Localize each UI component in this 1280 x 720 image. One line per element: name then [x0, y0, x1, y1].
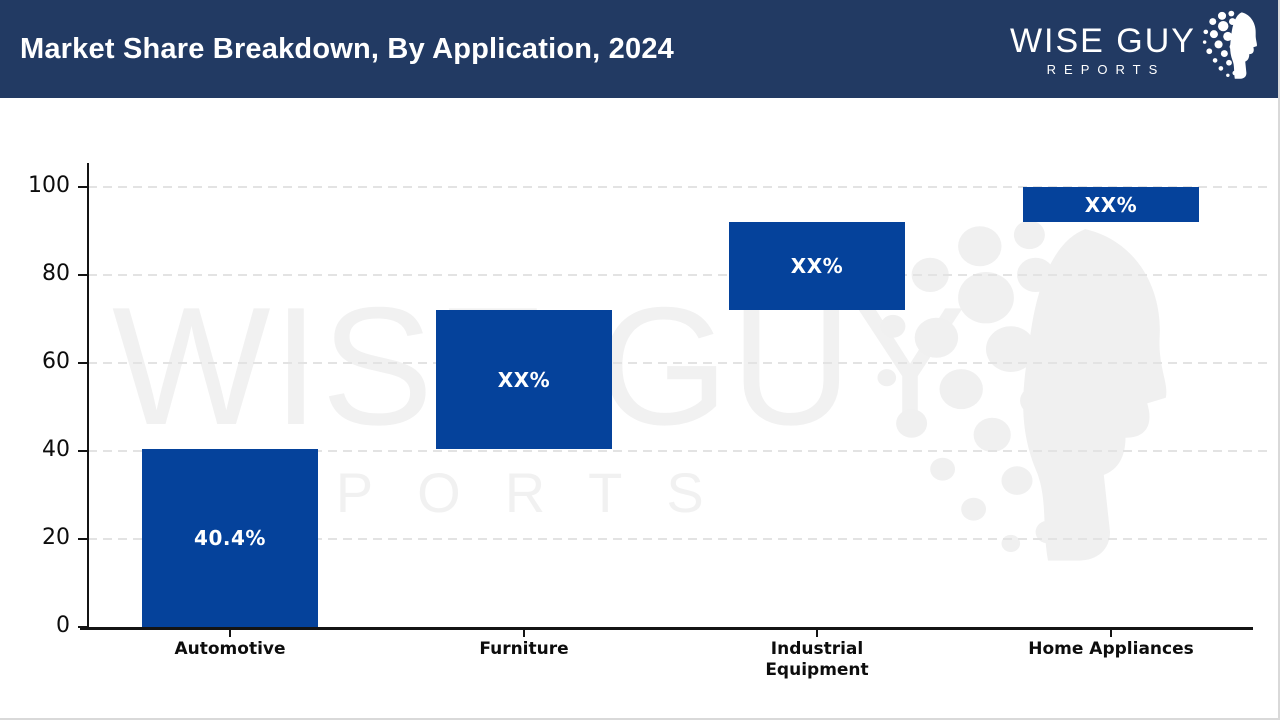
bar-automotive: 40.4% — [142, 449, 318, 627]
header-bar: Market Share Breakdown, By Application, … — [0, 0, 1278, 98]
y-axis-line — [87, 163, 89, 629]
brand-subtitle: REPORTS — [1046, 61, 1166, 77]
page-title: Market Share Breakdown, By Application, … — [20, 32, 674, 65]
y-tick-label: 40 — [42, 437, 70, 462]
x-tick-mark — [1110, 630, 1112, 637]
gridline — [88, 362, 1268, 364]
bar-furniture: XX% — [436, 310, 612, 450]
x-category-label: Home Appliances — [1028, 639, 1194, 659]
brand-logo: WISE GUY REPORTS — [1010, 9, 1258, 89]
x-category-label: Furniture — [479, 639, 569, 659]
x-tick-mark — [229, 630, 231, 637]
wiseguy-face-icon — [1202, 10, 1257, 79]
x-tick-mark — [523, 630, 525, 637]
x-category-label: Automotive — [174, 639, 286, 659]
y-tick-mark — [78, 538, 88, 540]
gridline — [88, 186, 1268, 188]
gridline — [88, 538, 1268, 540]
y-tick-label: 100 — [28, 173, 70, 198]
bar-industrial-equipment: XX% — [729, 222, 905, 311]
bar-value-label: XX% — [1084, 192, 1138, 217]
y-tick-mark — [78, 186, 88, 188]
y-tick-label: 20 — [42, 525, 70, 550]
y-tick-mark — [78, 450, 88, 452]
gridline — [88, 274, 1268, 276]
x-category-label: Industrial Equipment — [765, 639, 869, 681]
y-tick-label: 60 — [42, 349, 70, 374]
y-tick-label: 80 — [42, 261, 70, 286]
y-tick-mark — [78, 274, 88, 276]
x-tick-mark — [816, 630, 818, 637]
bar-value-label: XX% — [790, 254, 844, 279]
bar-value-label: XX% — [497, 367, 551, 392]
y-tick-mark — [78, 362, 88, 364]
gridline — [88, 450, 1268, 452]
x-axis-line — [80, 627, 1253, 630]
bar-value-label: 40.4% — [194, 526, 266, 551]
brand-name: WISE GUY — [1009, 21, 1196, 60]
bar-home-appliances: XX% — [1023, 187, 1199, 223]
y-tick-label: 0 — [56, 613, 70, 638]
